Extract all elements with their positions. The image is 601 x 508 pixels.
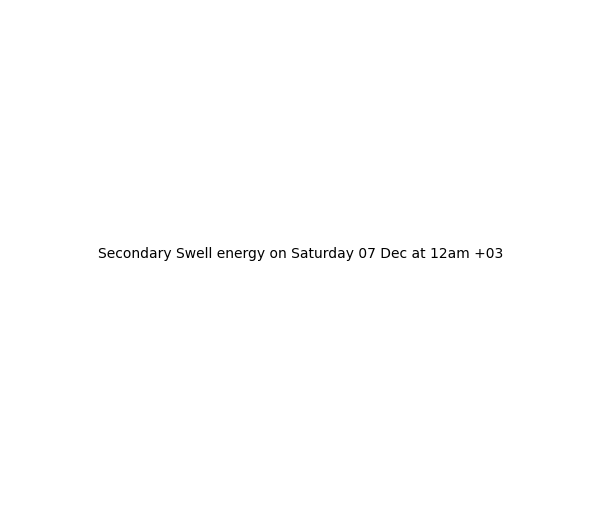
Text: Secondary Swell energy on Saturday 07 Dec at 12am +03: Secondary Swell energy on Saturday 07 De…: [98, 247, 503, 261]
